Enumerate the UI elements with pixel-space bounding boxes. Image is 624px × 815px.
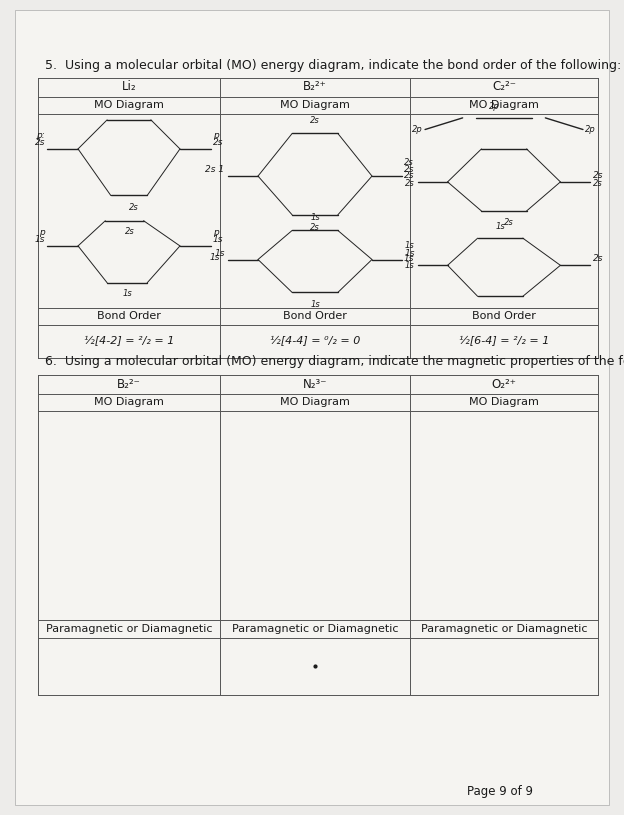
- Text: 1s: 1s: [213, 235, 223, 244]
- Text: Page 9 of 9: Page 9 of 9: [467, 786, 533, 799]
- Text: 1s: 1s: [310, 301, 320, 310]
- Text: 1s: 1s: [404, 249, 415, 258]
- Text: MO Diagram: MO Diagram: [280, 397, 350, 407]
- Text: 6.  Using a molecular orbital (MO) energy diagram, indicate the magnetic propert: 6. Using a molecular orbital (MO) energy…: [45, 355, 624, 368]
- Text: ½[6-4] = ²/₂ = 1: ½[6-4] = ²/₂ = 1: [459, 336, 549, 346]
- Text: ½[4-2] = ²/₂ = 1: ½[4-2] = ²/₂ = 1: [84, 336, 174, 346]
- Text: 1s: 1s: [495, 222, 505, 231]
- Text: 2s: 2s: [310, 117, 320, 126]
- Text: 1s: 1s: [404, 254, 414, 263]
- Text: B₂²⁺: B₂²⁺: [303, 81, 327, 94]
- Text: 2s: 2s: [310, 222, 320, 232]
- Text: Li₂: Li₂: [122, 81, 136, 94]
- Text: 2s: 2s: [125, 227, 134, 236]
- Text: Paramagnetic or Diamagnetic: Paramagnetic or Diamagnetic: [46, 624, 212, 634]
- Text: 1s: 1s: [34, 235, 45, 244]
- Text: 1s: 1s: [214, 249, 225, 258]
- Text: Bond Order: Bond Order: [97, 311, 161, 321]
- Text: 2p: 2p: [412, 125, 423, 134]
- Text: 2s: 2s: [504, 218, 514, 227]
- Text: Paramagnetic or Diamagnetic: Paramagnetic or Diamagnetic: [421, 624, 587, 634]
- Text: 2s: 2s: [213, 138, 223, 147]
- Text: 2s: 2s: [592, 179, 602, 188]
- Text: 1s: 1s: [310, 214, 320, 222]
- Text: MO Diagram: MO Diagram: [94, 397, 164, 407]
- Text: 2p: 2p: [585, 125, 596, 134]
- Text: p: p: [213, 131, 218, 140]
- Text: O₂²⁺: O₂²⁺: [492, 377, 517, 390]
- Text: MO Diagram: MO Diagram: [280, 100, 350, 110]
- Text: ½[4-4] = ⁰/₂ = 0: ½[4-4] = ⁰/₂ = 0: [270, 336, 360, 346]
- Text: MO Diagram: MO Diagram: [469, 100, 539, 110]
- Text: N₂³⁻: N₂³⁻: [303, 377, 327, 390]
- Text: 1s: 1s: [209, 253, 220, 262]
- Text: 2s: 2s: [405, 179, 414, 188]
- Text: 1s: 1s: [122, 289, 132, 297]
- Text: 2s: 2s: [592, 254, 603, 263]
- Text: p:: p:: [36, 131, 45, 140]
- Text: p: p: [39, 228, 45, 237]
- Text: MO Diagram: MO Diagram: [469, 397, 539, 407]
- Text: MO Diagram: MO Diagram: [94, 100, 164, 110]
- Text: C₂²⁻: C₂²⁻: [492, 81, 516, 94]
- Text: 1s: 1s: [404, 241, 414, 250]
- Text: 2s: 2s: [404, 171, 414, 180]
- Text: Bond Order: Bond Order: [472, 311, 536, 321]
- Text: 2s 1: 2s 1: [205, 165, 225, 174]
- Text: 2s: 2s: [129, 204, 139, 213]
- Text: Paramagnetic or Diamagnetic: Paramagnetic or Diamagnetic: [232, 624, 398, 634]
- Text: B₂²⁻: B₂²⁻: [117, 377, 141, 390]
- Text: 2s: 2s: [404, 158, 414, 167]
- Text: 2p: 2p: [489, 102, 499, 111]
- Text: 5.  Using a molecular orbital (MO) energy diagram, indicate the bond order of th: 5. Using a molecular orbital (MO) energy…: [45, 59, 622, 72]
- Text: 2s: 2s: [404, 165, 415, 174]
- Text: 2s: 2s: [592, 171, 603, 180]
- Text: 2s: 2s: [34, 138, 45, 147]
- Text: Bond Order: Bond Order: [283, 311, 347, 321]
- Text: 1s: 1s: [405, 262, 414, 271]
- Text: p: p: [213, 228, 218, 237]
